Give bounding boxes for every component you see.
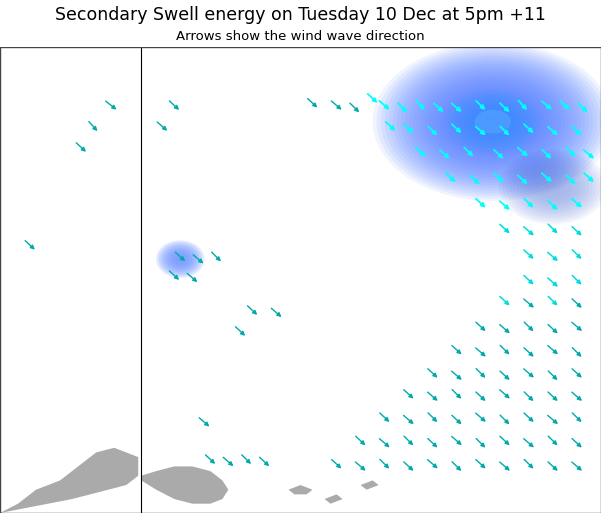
Polygon shape xyxy=(361,480,379,490)
Ellipse shape xyxy=(454,96,531,147)
Ellipse shape xyxy=(159,242,202,276)
Ellipse shape xyxy=(377,45,601,198)
Ellipse shape xyxy=(392,56,593,188)
Polygon shape xyxy=(141,466,228,504)
Ellipse shape xyxy=(156,241,204,278)
Ellipse shape xyxy=(166,248,195,270)
Ellipse shape xyxy=(475,110,511,133)
Ellipse shape xyxy=(389,53,597,190)
Polygon shape xyxy=(0,448,138,513)
Ellipse shape xyxy=(451,94,534,149)
Text: Arrows show the wind wave direction: Arrows show the wind wave direction xyxy=(176,30,425,43)
Ellipse shape xyxy=(499,150,601,224)
Ellipse shape xyxy=(467,105,519,139)
Ellipse shape xyxy=(385,50,601,193)
Ellipse shape xyxy=(457,98,528,145)
Ellipse shape xyxy=(445,90,541,153)
Ellipse shape xyxy=(448,92,538,151)
Ellipse shape xyxy=(464,103,522,141)
Ellipse shape xyxy=(461,101,525,143)
Polygon shape xyxy=(288,485,313,495)
Ellipse shape xyxy=(163,246,197,272)
Text: Secondary Swell energy on Tuesday 10 Dec at 5pm +11: Secondary Swell energy on Tuesday 10 Dec… xyxy=(55,6,546,24)
Ellipse shape xyxy=(373,43,601,201)
Ellipse shape xyxy=(380,48,601,195)
Ellipse shape xyxy=(161,244,200,274)
Ellipse shape xyxy=(168,250,192,268)
Polygon shape xyxy=(325,495,343,504)
